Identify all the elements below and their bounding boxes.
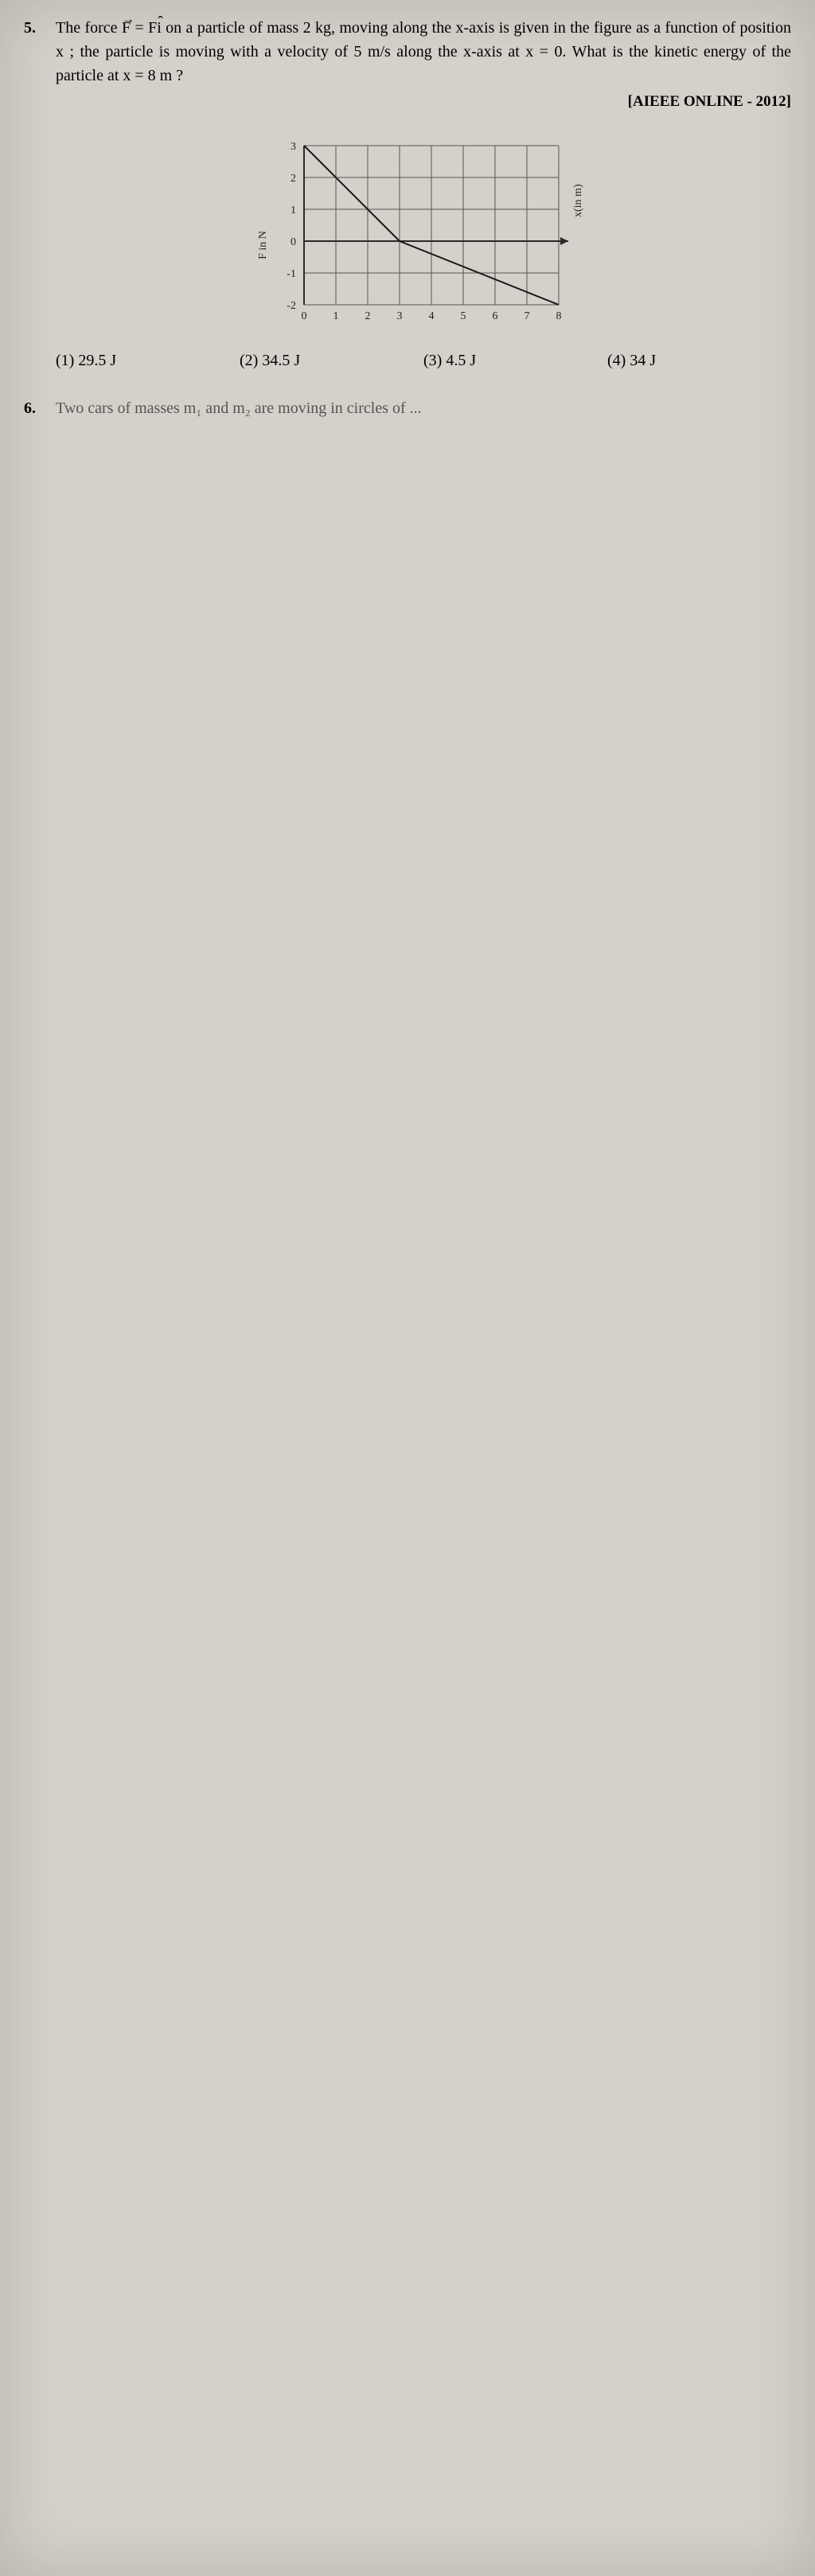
question-5-source: [AIEEE ONLINE - 2012] xyxy=(56,91,791,114)
svg-text:1: 1 xyxy=(333,310,339,322)
question-number-5: 5. xyxy=(24,16,56,372)
q5-text-post1: on a particle of mass 2 kg, moving along… xyxy=(56,19,791,84)
option-3: (3) 4.5 J xyxy=(423,349,607,372)
svg-text:5: 5 xyxy=(461,310,466,322)
q5-i-hat: i xyxy=(157,19,162,37)
q5-force-vec: F xyxy=(122,19,131,37)
svg-text:x(in m): x(in m) xyxy=(572,184,584,217)
svg-text:7: 7 xyxy=(524,310,530,322)
option-2: (2) 34.5 J xyxy=(240,349,423,372)
svg-text:6: 6 xyxy=(493,310,498,322)
question-number-6: 6. xyxy=(24,396,56,420)
q5-text-pre: The force xyxy=(56,19,122,37)
svg-text:4: 4 xyxy=(429,310,435,322)
svg-text:3: 3 xyxy=(397,310,403,322)
svg-text:-2: -2 xyxy=(287,300,296,312)
svg-text:2: 2 xyxy=(365,310,371,322)
option-4: (4) 34 J xyxy=(607,349,791,372)
option-1: (1) 29.5 J xyxy=(56,349,240,372)
svg-text:1: 1 xyxy=(291,205,296,216)
question-5-options: (1) 29.5 J (2) 34.5 J (3) 4.5 J (4) 34 J xyxy=(56,349,791,372)
question-5-text: The force F = Fi on a particle of mass 2… xyxy=(56,16,791,88)
svg-text:-1: -1 xyxy=(287,268,296,280)
svg-text:8: 8 xyxy=(556,310,562,322)
svg-text:F in N: F in N xyxy=(257,231,269,259)
q5-force-eq-mid: = F xyxy=(131,19,157,37)
force-position-chart: -2 -1 0 1 2 3 1 2 3 4 5 6 7 8 0 F in N x(in m) xyxy=(248,130,599,329)
question-6-text: Two cars of masses m₁ and m₂ are moving … xyxy=(56,396,791,420)
svg-text:0: 0 xyxy=(291,236,296,248)
svg-text:2: 2 xyxy=(291,173,296,185)
svg-text:0: 0 xyxy=(302,310,307,322)
svg-text:3: 3 xyxy=(291,141,296,153)
